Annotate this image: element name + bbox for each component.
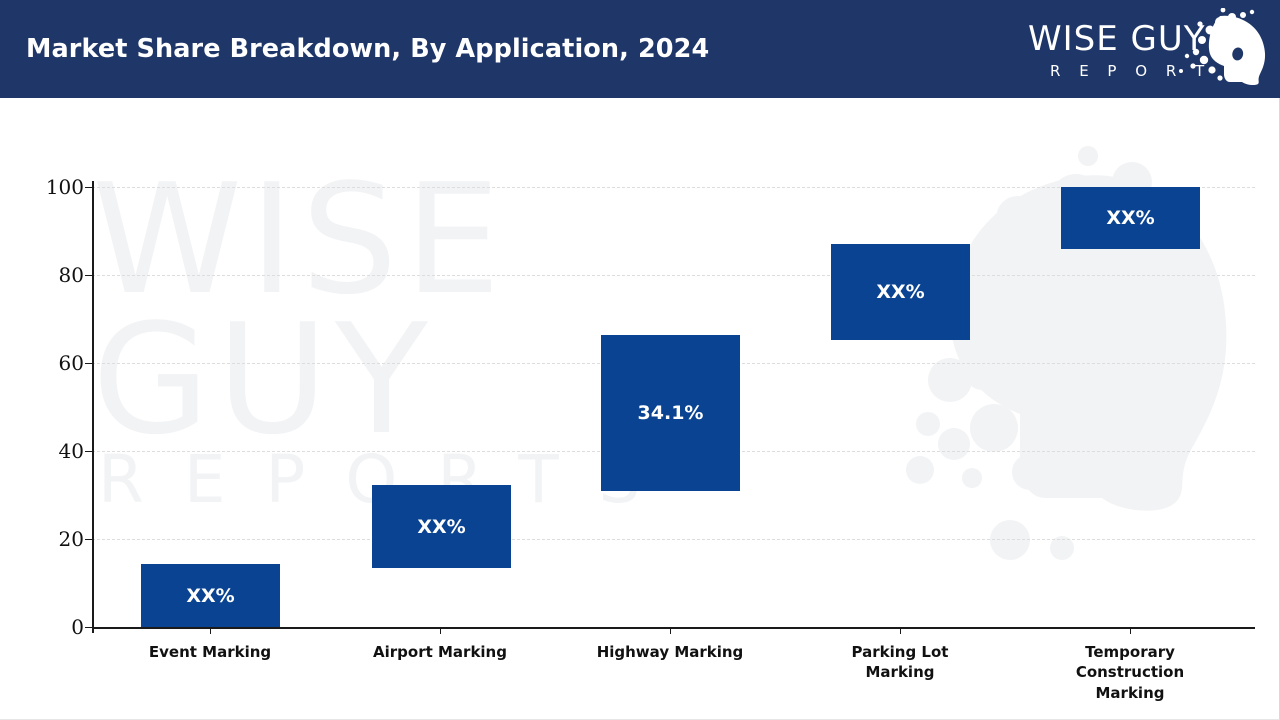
bar-label-temporary-construction-marking: XX% [1106,207,1155,229]
xtick-label-line: Event Marking [148,643,272,661]
xtick-mark-1 [440,627,441,634]
wise-guy-reports-logo: WISE GUY R E P O R T S [1024,7,1274,90]
gridline-100 [92,187,1255,188]
logo-svg: WISE GUY R E P O R T S [1028,7,1266,86]
logo-text-line2: R E P O R T S [1050,62,1239,80]
bar-label-highway-marking: 34.1% [637,402,704,424]
xtick-mark-4 [1130,627,1131,634]
xtick-label-line: Highway Marking [596,643,744,661]
ytick-mark-80 [85,275,92,276]
head-profile-icon [1179,7,1266,86]
ytick-mark-20 [85,539,92,540]
xtick-label-line: Airport Marking [373,643,507,661]
xtick-label-line: Marking [865,663,935,682]
xtick-label-event-marking: Event Marking [100,642,320,662]
x-axis-spine [92,627,1255,629]
plot-region: 100 80 60 40 20 0 XX% XX% 34.1% XX% XX% [0,98,1280,720]
xtick-label-temporary-construction-marking: Temporary Construction Marking [1020,642,1240,703]
xtick-label-line: Marking [1095,683,1165,702]
xtick-label-line: Temporary [1085,643,1175,661]
ytick-mark-60 [85,363,92,364]
ytick-label-20: 20 [58,527,84,551]
ytick-mark-40 [85,451,92,452]
bar-parking-lot-marking[interactable]: XX% [831,244,970,340]
y-axis-spine [92,181,94,633]
bar-temporary-construction-marking[interactable]: XX% [1061,187,1200,249]
ytick-mark-100 [85,187,92,188]
ytick-label-0: 0 [71,615,84,639]
xtick-label-line: Parking Lot [851,643,949,661]
ytick-label-100: 100 [45,175,84,199]
bar-event-marking[interactable]: XX% [141,564,280,627]
bar-label-airport-marking: XX% [417,515,466,538]
bar-airport-marking[interactable]: XX% [372,485,511,568]
xtick-label-airport-marking: Airport Marking [330,642,550,662]
page-title: Market Share Breakdown, By Application, … [26,34,710,64]
page-header: Market Share Breakdown, By Application, … [0,0,1280,98]
logo-text-line1: WISE GUY [1028,19,1206,59]
ytick-label-80: 80 [58,263,84,287]
ytick-label-60: 60 [58,351,84,375]
bar-label-parking-lot-marking: XX% [876,281,925,303]
chart-area: WISE GUY REPORTS [0,98,1280,720]
xtick-mark-2 [670,627,671,634]
gridline-20 [92,539,1255,540]
xtick-label-parking-lot-marking: Parking Lot Marking [790,642,1010,683]
xtick-label-highway-marking: Highway Marking [560,642,780,662]
xtick-mark-0 [210,627,211,634]
ytick-label-40: 40 [58,439,84,463]
ytick-mark-0 [85,627,92,628]
gridline-80 [92,275,1255,276]
xtick-mark-3 [900,627,901,634]
xtick-label-line: Construction [1075,663,1185,682]
bar-label-event-marking: XX% [186,584,235,607]
bar-highway-marking[interactable]: 34.1% [601,335,740,491]
